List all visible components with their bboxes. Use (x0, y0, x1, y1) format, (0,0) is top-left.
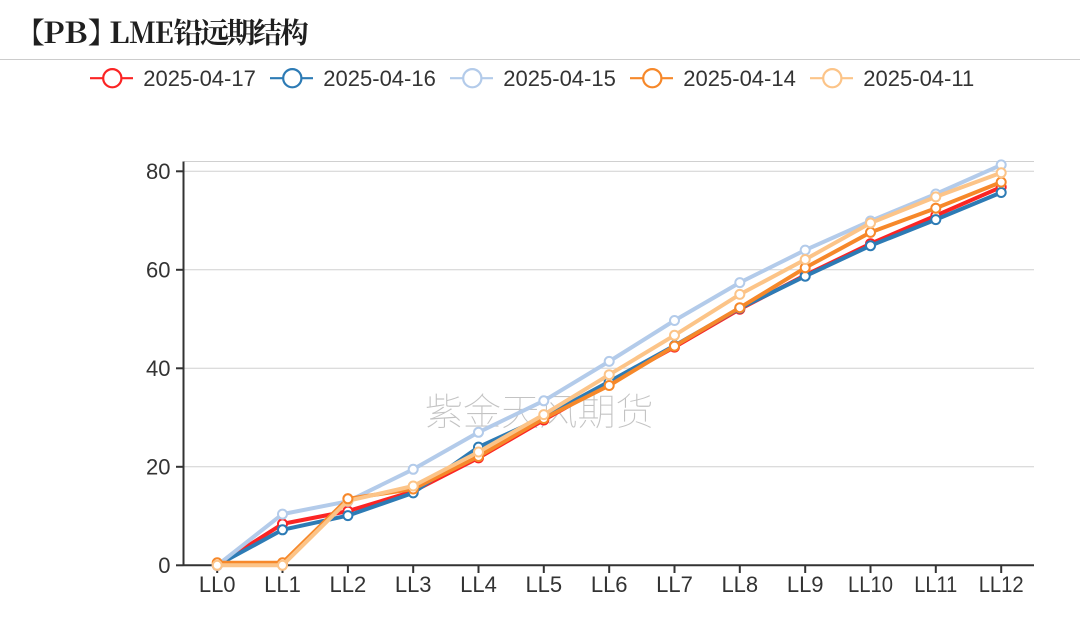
svg-text:2025-04-11: 2025-04-11 (863, 66, 974, 91)
svg-text:LL8: LL8 (721, 572, 758, 597)
svg-text:LL5: LL5 (525, 572, 562, 597)
svg-text:LL0: LL0 (199, 572, 236, 597)
svg-text:LL1: LL1 (264, 572, 301, 597)
svg-text:2025-04-14: 2025-04-14 (683, 66, 796, 91)
svg-text:LL12: LL12 (979, 572, 1024, 597)
svg-text:LL2: LL2 (330, 572, 367, 597)
svg-text:2025-04-15: 2025-04-15 (503, 66, 616, 91)
svg-text:LL7: LL7 (656, 572, 693, 597)
svg-text:LL9: LL9 (787, 572, 824, 597)
svg-text:2025-04-16: 2025-04-16 (323, 66, 436, 91)
svg-text:40: 40 (146, 356, 170, 381)
svg-text:LL4: LL4 (460, 572, 497, 597)
svg-text:60: 60 (146, 257, 170, 282)
svg-text:LL6: LL6 (591, 572, 628, 597)
svg-text:LL10: LL10 (848, 572, 893, 597)
svg-text:20: 20 (146, 454, 170, 479)
svg-text:2025-04-17: 2025-04-17 (143, 66, 256, 91)
svg-text:LL11: LL11 (914, 572, 957, 597)
svg-text:LL3: LL3 (395, 572, 432, 597)
svg-text:0: 0 (158, 553, 170, 578)
svg-text:80: 80 (146, 159, 170, 184)
